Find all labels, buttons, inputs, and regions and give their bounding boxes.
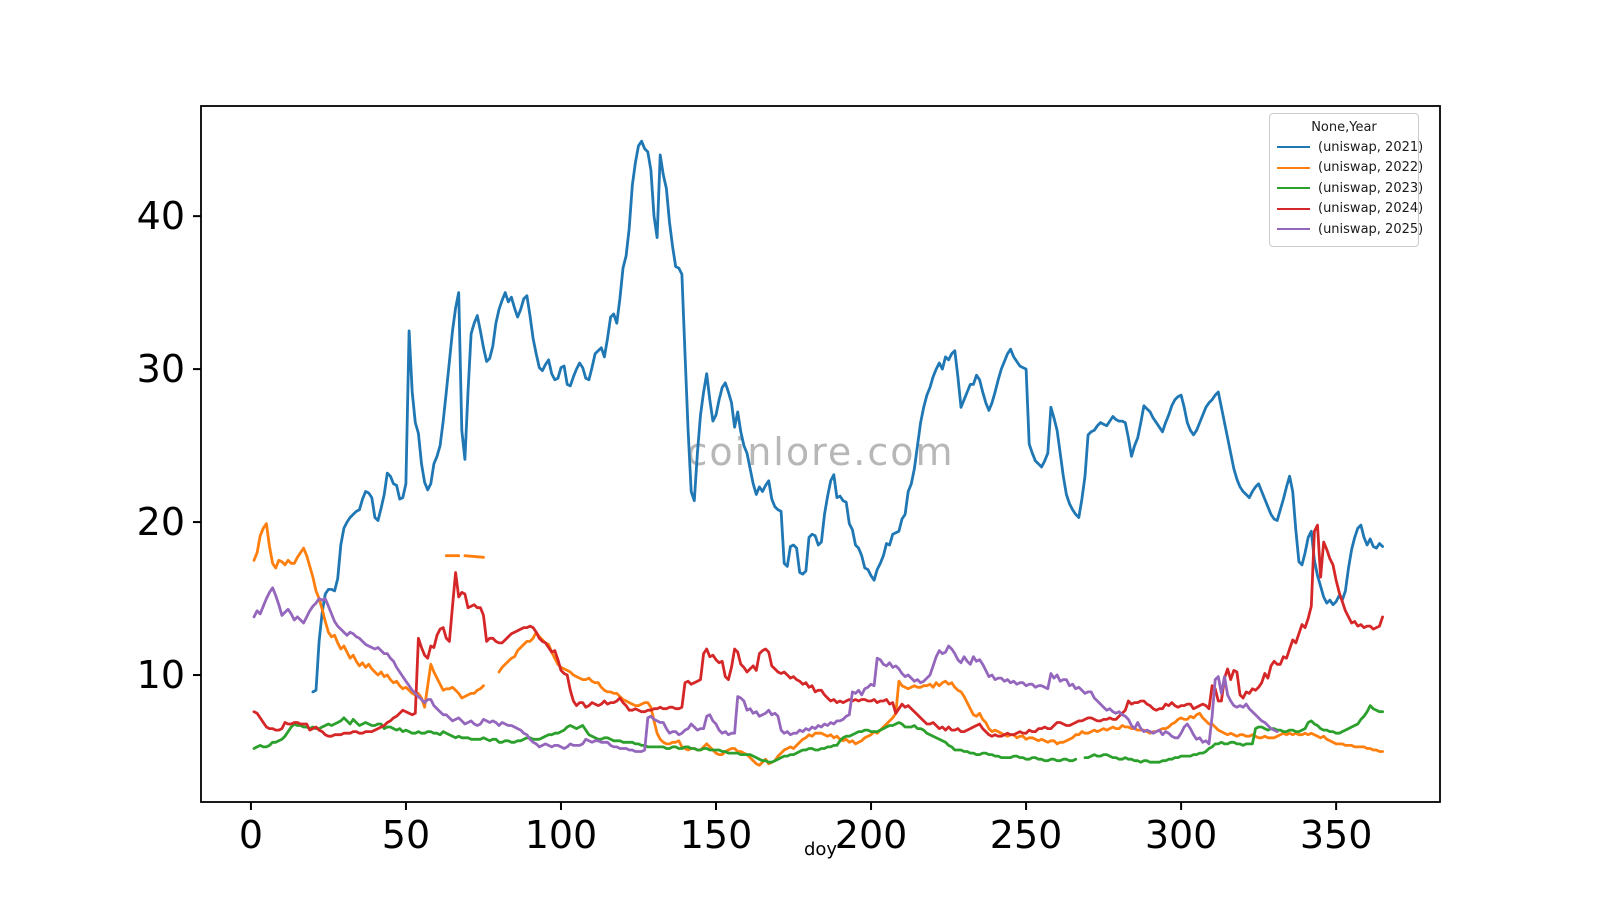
watermark: coinlore.com bbox=[686, 430, 955, 474]
y-tick-label: 10 bbox=[137, 653, 185, 697]
legend-label: (uniswap, 2024) bbox=[1318, 201, 1424, 217]
series-line-uniswap-2022 bbox=[252, 522, 485, 709]
series-line-uniswap-2023 bbox=[1083, 704, 1384, 764]
legend-title: None,Year bbox=[1311, 120, 1377, 135]
series-line-uniswap-2022 bbox=[497, 630, 1384, 767]
x-tick-label: 200 bbox=[835, 813, 908, 857]
legend-row-uniswap-2023: (uniswap, 2023) bbox=[1277, 178, 1423, 199]
legend-row-uniswap-2025: (uniswap, 2025) bbox=[1277, 219, 1423, 240]
series-line-uniswap-2024 bbox=[252, 523, 1384, 738]
x-tick-label: 50 bbox=[382, 813, 430, 857]
legend-row-uniswap-2021: (uniswap, 2021) bbox=[1277, 137, 1423, 158]
legend: None,Year (uniswap, 2021) (uniswap, 2022)… bbox=[1269, 113, 1423, 247]
legend-label: (uniswap, 2023) bbox=[1318, 180, 1424, 196]
legend-line-sample bbox=[1277, 166, 1310, 169]
legend-line-sample bbox=[1277, 146, 1310, 149]
legend-label: (uniswap, 2021) bbox=[1318, 139, 1424, 155]
legend-line-sample bbox=[1277, 207, 1310, 210]
y-tick-label: 20 bbox=[137, 500, 185, 544]
x-tick-label: 100 bbox=[525, 813, 598, 857]
series-line-uniswap-2021 bbox=[311, 139, 1384, 694]
x-tick-label: 0 bbox=[239, 813, 263, 857]
legend-label: (uniswap, 2025) bbox=[1318, 221, 1424, 237]
x-tick-label: 250 bbox=[990, 813, 1063, 857]
series-fragment-uniswap-2022 bbox=[463, 554, 485, 559]
x-axis-label: doy bbox=[803, 839, 838, 860]
x-tick-label: 350 bbox=[1300, 813, 1373, 857]
series-line-uniswap-2025 bbox=[252, 586, 1279, 753]
legend-row-uniswap-2022: (uniswap, 2022) bbox=[1277, 158, 1423, 179]
legend-line-sample bbox=[1277, 187, 1310, 190]
legend-line-sample bbox=[1277, 228, 1310, 231]
y-tick-label: 30 bbox=[137, 347, 185, 391]
legend-row-uniswap-2024: (uniswap, 2024) bbox=[1277, 199, 1423, 220]
x-tick-label: 150 bbox=[680, 813, 753, 857]
x-tick-label: 300 bbox=[1145, 813, 1218, 857]
legend-label: (uniswap, 2022) bbox=[1318, 160, 1424, 176]
axes-box bbox=[200, 105, 1441, 803]
y-tick-label: 40 bbox=[137, 194, 185, 238]
series-line-uniswap-2023 bbox=[252, 716, 1078, 764]
